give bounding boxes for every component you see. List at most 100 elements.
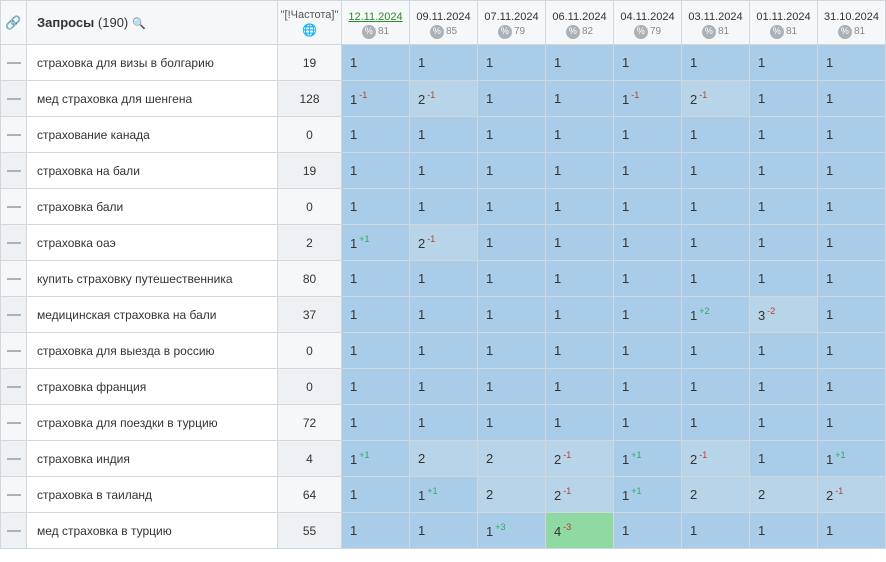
row-toggle[interactable] (1, 261, 27, 297)
query-cell[interactable]: мед страховка для шенгена (27, 81, 278, 117)
rank-cell[interactable]: 1 (342, 117, 410, 153)
rank-cell[interactable]: 1 (478, 405, 546, 441)
rank-cell[interactable]: 1 (546, 81, 614, 117)
queries-column-header[interactable]: Запросы (190)🔍 (27, 1, 278, 45)
date-column-header[interactable]: 04.11.2024%79 (614, 1, 682, 45)
rank-cell[interactable]: 2-1 (410, 81, 478, 117)
rank-cell[interactable]: 1 (342, 261, 410, 297)
rank-cell[interactable]: 1 (750, 513, 818, 549)
rank-cell[interactable]: 1 (818, 189, 886, 225)
rank-cell[interactable]: 2-1 (546, 441, 614, 477)
rank-cell[interactable]: 1+1 (410, 477, 478, 513)
rank-cell[interactable]: 1 (410, 513, 478, 549)
row-toggle[interactable] (1, 225, 27, 261)
rank-cell[interactable]: 1 (546, 45, 614, 81)
rank-cell[interactable]: 1 (818, 297, 886, 333)
row-toggle[interactable] (1, 369, 27, 405)
rank-cell[interactable]: 1 (818, 405, 886, 441)
rank-cell[interactable]: 1 (682, 153, 750, 189)
query-cell[interactable]: медицинская страховка на бали (27, 297, 278, 333)
rank-cell[interactable]: 1 (410, 369, 478, 405)
rank-cell[interactable]: 2-1 (818, 477, 886, 513)
rank-cell[interactable]: 1 (342, 405, 410, 441)
rank-cell[interactable]: 2-1 (682, 81, 750, 117)
date-column-header[interactable]: 09.11.2024%85 (410, 1, 478, 45)
rank-cell[interactable]: 1 (750, 369, 818, 405)
rank-cell[interactable]: 1 (614, 225, 682, 261)
query-cell[interactable]: страховка бали (27, 189, 278, 225)
rank-cell[interactable]: 1 (750, 45, 818, 81)
rank-cell[interactable]: 1 (478, 369, 546, 405)
rank-cell[interactable]: 4-3 (546, 513, 614, 549)
rank-cell[interactable]: 1 (750, 333, 818, 369)
rank-cell[interactable]: 1 (818, 81, 886, 117)
row-toggle[interactable] (1, 405, 27, 441)
rank-cell[interactable]: 1 (546, 297, 614, 333)
rank-cell[interactable]: 1 (410, 261, 478, 297)
rank-cell[interactable]: 1 (818, 513, 886, 549)
rank-cell[interactable]: 1 (614, 189, 682, 225)
rank-cell[interactable]: 1 (342, 333, 410, 369)
rank-cell[interactable]: 1+1 (818, 441, 886, 477)
rank-cell[interactable]: 1 (410, 117, 478, 153)
rank-cell[interactable]: 1 (478, 225, 546, 261)
rank-cell[interactable]: 1 (342, 477, 410, 513)
query-cell[interactable]: страховка для визы в болгарию (27, 45, 278, 81)
rank-cell[interactable]: 1 (818, 333, 886, 369)
rank-cell[interactable]: 1 (478, 189, 546, 225)
rank-cell[interactable]: 1 (478, 297, 546, 333)
row-toggle[interactable] (1, 45, 27, 81)
rank-cell[interactable]: 1 (818, 117, 886, 153)
rank-cell[interactable]: 2 (410, 441, 478, 477)
rank-cell[interactable]: 1 (750, 261, 818, 297)
rank-cell[interactable]: 1 (546, 189, 614, 225)
rank-cell[interactable]: 1 (682, 45, 750, 81)
row-toggle[interactable] (1, 153, 27, 189)
rank-cell[interactable]: 1 (410, 189, 478, 225)
rank-cell[interactable]: 1+1 (614, 477, 682, 513)
rank-cell[interactable]: 1 (478, 153, 546, 189)
rank-cell[interactable]: 1 (342, 297, 410, 333)
rank-cell[interactable]: 1 (410, 45, 478, 81)
date-column-header[interactable]: 07.11.2024%79 (478, 1, 546, 45)
rank-cell[interactable]: 1 (478, 81, 546, 117)
rank-cell[interactable]: 1 (750, 405, 818, 441)
rank-cell[interactable]: 1 (682, 513, 750, 549)
rank-cell[interactable]: 1 (614, 369, 682, 405)
rank-cell[interactable]: 1 (614, 405, 682, 441)
rank-cell[interactable]: 1 (410, 297, 478, 333)
rank-cell[interactable]: 1 (410, 153, 478, 189)
rank-cell[interactable]: 1 (682, 225, 750, 261)
rank-cell[interactable]: 2 (478, 477, 546, 513)
rank-cell[interactable]: 1 (750, 117, 818, 153)
row-toggle[interactable] (1, 513, 27, 549)
rank-cell[interactable]: 2-1 (410, 225, 478, 261)
rank-cell[interactable]: 1 (682, 117, 750, 153)
query-cell[interactable]: страховка в таиланд (27, 477, 278, 513)
rank-cell[interactable]: 1+1 (342, 441, 410, 477)
row-toggle[interactable] (1, 477, 27, 513)
rank-cell[interactable]: 1 (614, 261, 682, 297)
rank-cell[interactable]: 1 (750, 225, 818, 261)
row-toggle[interactable] (1, 441, 27, 477)
date-column-header[interactable]: 31.10.2024%81 (818, 1, 886, 45)
query-cell[interactable]: страховка франция (27, 369, 278, 405)
date-column-header[interactable]: 06.11.2024%82 (546, 1, 614, 45)
rank-cell[interactable]: 1 (546, 225, 614, 261)
rank-cell[interactable]: 1 (682, 369, 750, 405)
frequency-column-header[interactable]: "[!Частота]"🌐 (278, 1, 342, 45)
rank-cell[interactable]: 1 (818, 261, 886, 297)
query-cell[interactable]: купить страховку путешественника (27, 261, 278, 297)
rank-cell[interactable]: 1 (682, 333, 750, 369)
rank-cell[interactable]: 1 (818, 225, 886, 261)
rank-cell[interactable]: 1+1 (614, 441, 682, 477)
rank-cell[interactable]: 1 (546, 153, 614, 189)
query-cell[interactable]: страховка оаэ (27, 225, 278, 261)
rank-cell[interactable]: 1 (342, 369, 410, 405)
query-cell[interactable]: страховка для выезда в россию (27, 333, 278, 369)
rank-cell[interactable]: 1 (546, 405, 614, 441)
query-cell[interactable]: мед страховка в турцию (27, 513, 278, 549)
rank-cell[interactable]: 1 (818, 45, 886, 81)
rank-cell[interactable]: 1 (546, 261, 614, 297)
link-column-header[interactable]: 🔗 (1, 1, 27, 45)
